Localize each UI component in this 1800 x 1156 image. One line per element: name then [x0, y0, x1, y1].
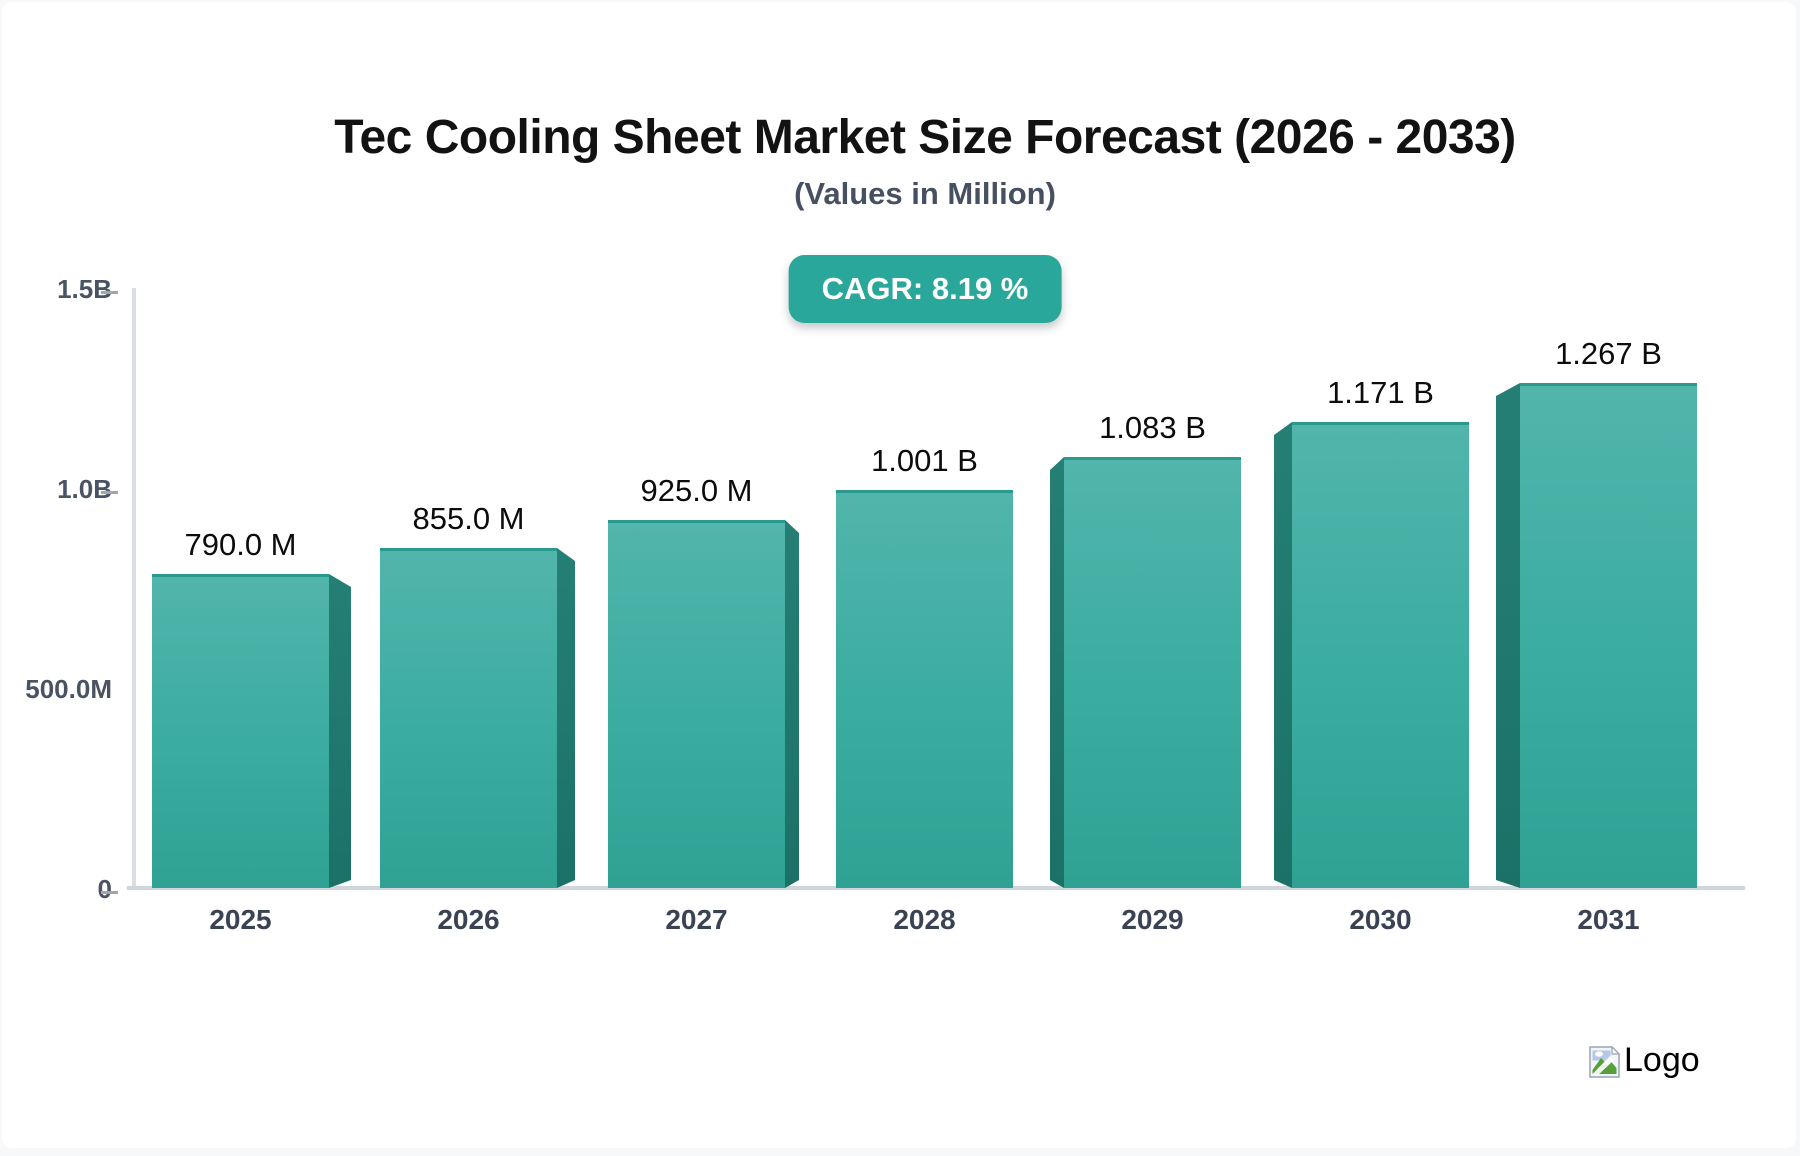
- bar-side-face: [329, 574, 351, 888]
- x-axis-label: 2028: [893, 904, 956, 935]
- logo: Logo: [1588, 1042, 1700, 1078]
- x-axis-baseline: [127, 886, 1745, 890]
- y-axis-label: 500.0M: [25, 674, 112, 704]
- bar-value-label: 1.267 B: [1555, 336, 1662, 371]
- x-axis-label: 2026: [437, 904, 500, 935]
- bar-side-face: [1496, 383, 1520, 888]
- bar-value-label: 1.171 B: [1327, 375, 1434, 410]
- y-axis-label: 1.0B: [57, 474, 112, 504]
- bar-side-face: [1050, 457, 1064, 888]
- bar-value-label: 1.083 B: [1099, 410, 1206, 445]
- chart-subtitle: (Values in Million): [794, 176, 1056, 211]
- x-axis-label: 2025: [209, 904, 272, 935]
- bar: [608, 520, 785, 888]
- bar: [1292, 422, 1469, 888]
- chart-title: Tec Cooling Sheet Market Size Forecast (…: [334, 111, 1516, 164]
- x-axis-label: 2029: [1121, 904, 1184, 935]
- bar-side-face: [557, 548, 575, 888]
- y-axis-tick: [101, 290, 118, 294]
- x-axis-label: 2030: [1349, 904, 1412, 935]
- bar-value-label: 790.0 M: [184, 527, 297, 562]
- bar: [380, 548, 557, 888]
- y-axis-tick: [101, 490, 118, 494]
- bar: [1520, 383, 1697, 888]
- bar: [1064, 457, 1241, 888]
- bar: [836, 490, 1013, 888]
- y-axis-tick: [101, 890, 118, 894]
- bar-value-label: 855.0 M: [412, 501, 525, 536]
- x-axis-label: 2027: [665, 904, 728, 935]
- bar-side-face: [785, 520, 799, 888]
- y-axis-label: 0: [97, 874, 112, 904]
- cagr-badge: CAGR: 8.19 %: [788, 255, 1062, 323]
- x-axis-label: 2031: [1577, 904, 1640, 935]
- bar-side-face: [1274, 422, 1292, 888]
- y-axis-line: [132, 288, 136, 888]
- bar: [152, 574, 329, 888]
- bar-value-label: 1.001 B: [871, 443, 978, 478]
- y-axis-label: 1.5B: [57, 274, 112, 304]
- logo-alt-text: Logo: [1624, 1041, 1700, 1079]
- broken-image-icon: [1589, 1046, 1621, 1078]
- bar-value-label: 925.0 M: [640, 473, 753, 508]
